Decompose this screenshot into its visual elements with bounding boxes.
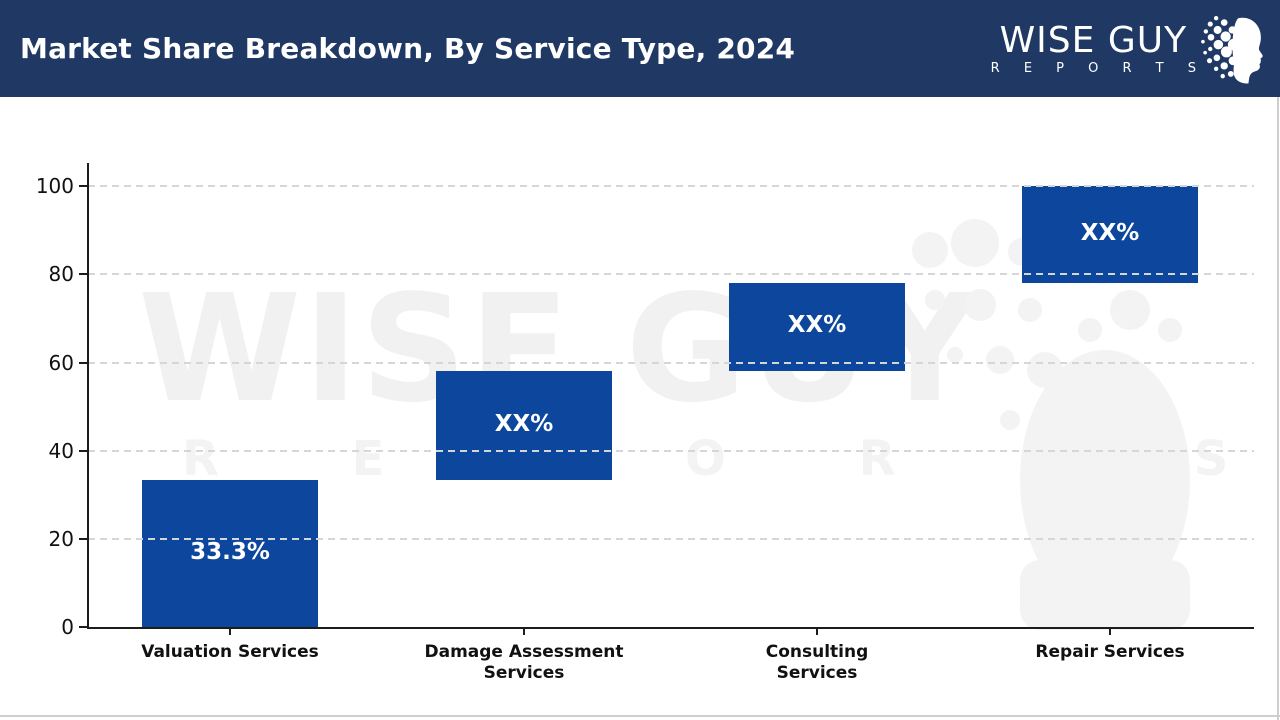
frame-border-bottom — [0, 715, 1280, 717]
bar-repair-services — [1022, 186, 1198, 284]
x-axis-spine — [87, 627, 1254, 629]
header-bar: Market Share Breakdown, By Service Type,… — [0, 0, 1280, 97]
x-axis-tick-3 — [1109, 627, 1111, 635]
bar-value-label: XX% — [787, 312, 847, 339]
y-axis-label-40: 40 — [48, 438, 74, 463]
gridline-80 — [88, 273, 1254, 276]
y-axis-tick-80 — [79, 273, 88, 276]
x-axis-label-3: Repair Services — [1035, 642, 1185, 662]
y-axis-label-60: 60 — [48, 350, 74, 375]
bar-value-label: XX% — [1080, 219, 1140, 246]
y-axis-tick-100 — [79, 185, 88, 188]
x-axis-tick-2 — [816, 627, 818, 635]
x-axis-tick-0 — [229, 627, 231, 635]
brand-logo-text: WISE GUY R E P O R T S — [991, 19, 1196, 75]
x-axis-label-0: Valuation Services — [141, 642, 319, 662]
brand-subtext: R E P O R T S — [990, 60, 1206, 76]
x-axis-label-2: Consulting Services — [765, 642, 869, 684]
brand-wordmark: WISE GUY — [999, 19, 1188, 61]
frame-border-right — [1277, 97, 1279, 720]
plot-region: 0 20 40 60 80 100 33.3% XX% XX% XX% Valuation Serv… — [0, 97, 1280, 720]
gridline-60 — [88, 361, 1254, 364]
brand-logo: WISE GUY R E P O R T S — [991, 9, 1266, 89]
x-axis-tick-1 — [523, 627, 525, 635]
y-axis-tick-20 — [79, 537, 88, 540]
x-axis-label-1: Damage Assessment Services — [424, 642, 624, 684]
y-axis-spine — [87, 163, 89, 629]
gridline-40 — [88, 449, 1254, 452]
y-axis-label-20: 20 — [48, 526, 74, 551]
page-title: Market Share Breakdown, By Service Type,… — [20, 32, 796, 65]
logo-face-icon — [1201, 15, 1263, 84]
bar-damage-assessment-services — [436, 371, 612, 481]
y-axis-tick-40 — [79, 449, 88, 452]
gridline-20 — [88, 537, 1254, 540]
y-axis-tick-60 — [79, 361, 88, 364]
bar-value-label: XX% — [494, 410, 554, 437]
y-axis-label-0: 0 — [61, 615, 74, 639]
y-axis-label-100: 100 — [35, 174, 74, 199]
bar-value-label: 33.3% — [190, 538, 270, 565]
bar-valuation-services — [142, 480, 318, 627]
chart-canvas: WISE GUY R E P O R T S 0 20 40 60 80 100 33.3%… — [0, 97, 1280, 720]
y-axis-tick-0 — [79, 626, 88, 628]
bar-consulting-services — [729, 283, 905, 372]
y-axis-label-80: 80 — [48, 262, 74, 287]
gridline-100 — [88, 185, 1254, 188]
